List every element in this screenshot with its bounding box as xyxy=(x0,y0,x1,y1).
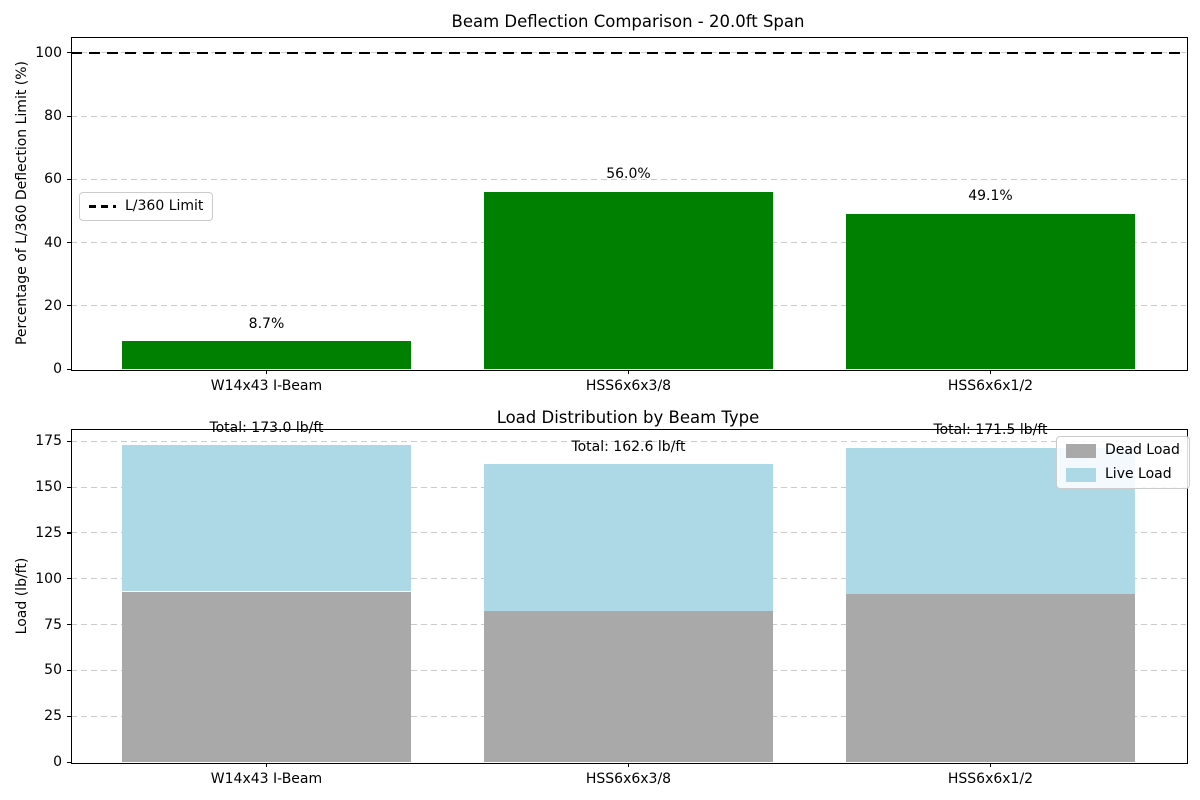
chart1-y-axis-label: Percentage of L/360 Deflection Limit (%) xyxy=(14,60,30,346)
chart2-y-tick-label: 75 xyxy=(44,616,62,633)
chart2-dead-load-segment-2 xyxy=(845,594,1136,762)
chart1-legend: L/360 Limit xyxy=(79,192,214,221)
legend-entry-label: Dead Load xyxy=(1105,442,1180,458)
chart2-y-tick xyxy=(66,440,71,442)
chart2-legend-entry: Dead Load xyxy=(1066,442,1180,459)
chart2-y-tick-label: 0 xyxy=(53,754,62,770)
chart2-y-tick-label: 150 xyxy=(35,479,62,496)
chart1-y-tick-label: 80 xyxy=(44,108,62,125)
chart1-y-tick-label: 20 xyxy=(44,297,62,314)
chart1-y-tick xyxy=(66,115,71,117)
chart2-y-tick xyxy=(66,715,71,717)
chart1-x-tick-label-2: HSS6x6x1/2 xyxy=(947,378,1034,394)
chart1-y-tick-label: 100 xyxy=(35,44,62,61)
chart1-x-tick-label-1: HSS6x6x3/8 xyxy=(585,378,672,394)
chart1-bar-value-label: 8.7% xyxy=(248,316,285,332)
chart1-gridline xyxy=(71,115,1186,117)
chart2-x-tick xyxy=(265,763,268,767)
legend-entry-label: L/360 Limit xyxy=(125,198,204,214)
chart2-total-label: Total: 171.5 lb/ft xyxy=(933,422,1048,439)
chart1-deflection-bar-2 xyxy=(845,213,1136,369)
chart2-y-tick xyxy=(66,532,71,534)
chart2-y-tick-label: 25 xyxy=(44,708,62,725)
chart1-y-tick xyxy=(66,52,71,54)
chart1-bar-value-label: 56.0% xyxy=(606,166,651,183)
chart1-y-tick-label: 0 xyxy=(53,361,62,377)
chart2-y-tick-label: 125 xyxy=(35,524,62,541)
chart2-y-tick xyxy=(66,624,71,626)
chart1-bar-value-label: 49.1% xyxy=(968,188,1013,205)
chart2-y-tick xyxy=(66,486,71,488)
chart1-gridline xyxy=(71,178,1186,180)
chart2-x-tick-label-0: W14x43 I-Beam xyxy=(210,771,323,787)
chart2-x-tick xyxy=(989,763,992,767)
chart1-y-tick xyxy=(66,305,71,307)
chart1-y-tick xyxy=(66,242,71,244)
chart1-deflection-bar-0 xyxy=(121,341,412,369)
chart2-y-tick-label: 50 xyxy=(44,662,62,679)
chart2-y-tick xyxy=(66,578,71,580)
chart2-y-tick-label: 175 xyxy=(35,433,62,450)
chart1-y-tick-label: 40 xyxy=(44,234,62,251)
chart2-legend: Dead Load Live Load xyxy=(1056,436,1190,489)
chart1-x-tick-label-0: W14x43 I-Beam xyxy=(210,378,323,394)
chart1-deflection-bar-1 xyxy=(483,191,774,369)
chart2-y-tick xyxy=(66,669,71,672)
chart2-title: Load Distribution by Beam Type xyxy=(496,408,760,427)
chart2-live-load-segment-0 xyxy=(121,444,412,592)
chart2-y-tick-label: 100 xyxy=(35,570,62,587)
chart1-limit-reference-line xyxy=(71,51,1186,55)
chart2-legend-entry: Live Load xyxy=(1066,466,1180,483)
chart2-total-label: Total: 173.0 lb/ft xyxy=(209,419,324,436)
chart2-x-tick-label-2: HSS6x6x1/2 xyxy=(947,771,1034,787)
legend-entry-label: Live Load xyxy=(1105,466,1172,482)
chart1-x-tick xyxy=(627,370,630,374)
chart1-y-tick xyxy=(66,368,71,370)
dashed-line-swatch-icon xyxy=(89,205,116,208)
chart2-y-axis-label: Load (lb/ft) xyxy=(14,557,30,635)
chart1-y-tick-label: 60 xyxy=(44,171,62,188)
chart2-dead-load-segment-0 xyxy=(121,591,412,762)
color-patch-swatch-icon xyxy=(1066,443,1096,458)
chart1-title: Beam Deflection Comparison - 20.0ft Span xyxy=(451,12,805,31)
chart2-y-tick xyxy=(66,761,71,763)
color-patch-swatch-icon xyxy=(1066,467,1096,482)
chart2-gridline xyxy=(71,440,1186,442)
chart2-x-tick-label-1: HSS6x6x3/8 xyxy=(585,771,672,787)
chart2-live-load-segment-1 xyxy=(483,463,774,611)
chart2-dead-load-segment-1 xyxy=(483,610,774,762)
chart1-x-tick xyxy=(989,370,992,374)
chart1-legend-entry: L/360 Limit xyxy=(89,198,203,215)
chart2-total-label: Total: 162.6 lb/ft xyxy=(571,438,686,455)
chart1-x-tick xyxy=(265,370,268,374)
chart1-y-tick xyxy=(66,178,71,180)
chart2-x-tick xyxy=(627,763,630,767)
